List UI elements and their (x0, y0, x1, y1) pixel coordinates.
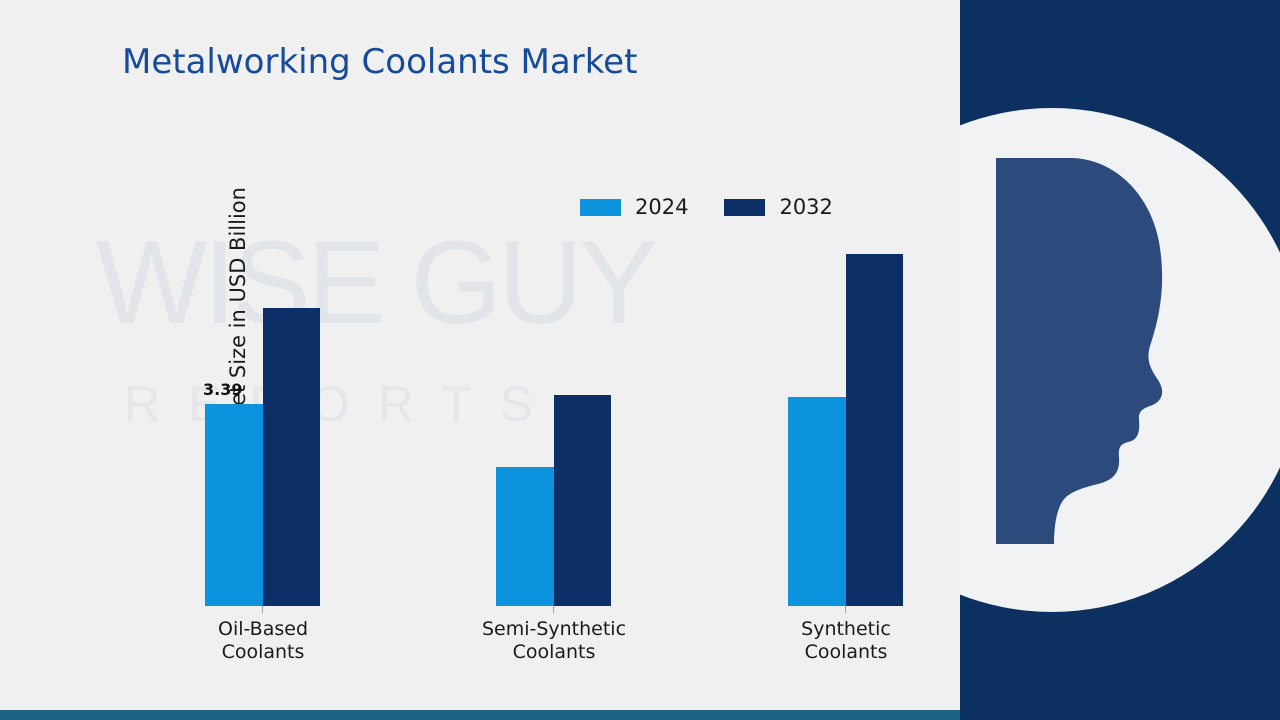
x-axis-label-oil-based: Oil-Based Coolants (153, 618, 373, 664)
bottom-accent-strip (0, 710, 960, 720)
x-axis-label-semi-synthetic-line2: Coolants (512, 641, 596, 663)
x-axis-label-synthetic: Synthetic Coolants (736, 618, 956, 664)
bar-2024-oil-based[interactable]: 3.39 (203, 380, 263, 606)
brand-panel: WISE GUY REPORTS (960, 0, 1280, 720)
chart-legend: 2024 2032 (580, 195, 833, 219)
plot-area: Market Size in USD Billion 2024 2032 3.3… (96, 150, 936, 670)
legend-label-2032: 2032 (779, 195, 833, 219)
page-title: Metalworking Coolants Market (122, 42, 638, 82)
bars-layer: 3.39 Oil-Based Coolants Semi-Synthetic C… (96, 150, 936, 663)
bar-group-semi-synthetic: Semi-Synthetic Coolants (482, 150, 626, 663)
legend-label-2024: 2024 (635, 195, 689, 219)
bar-2024-semi-synthetic[interactable] (496, 467, 554, 606)
legend-item-2032[interactable]: 2032 (724, 195, 833, 219)
x-axis-tick-semi-synthetic (553, 606, 554, 613)
bar-2032-synthetic[interactable] (846, 254, 903, 606)
bar-value-label-oil-based-2024: 3.39 (203, 380, 243, 399)
legend-swatch-2024 (580, 198, 621, 216)
x-axis-label-synthetic-line2: Coolants (804, 641, 888, 663)
legend-swatch-2032 (724, 198, 766, 216)
x-axis-tick-synthetic (845, 606, 846, 613)
legend-item-2024[interactable]: 2024 (580, 195, 688, 219)
bar-group-oil-based: 3.39 Oil-Based Coolants (203, 150, 321, 663)
bar-group-synthetic: Synthetic Coolants (788, 150, 904, 663)
bar-2024-synthetic[interactable] (788, 397, 846, 606)
head-profile-silhouette (996, 158, 1163, 544)
bar-2032-semi-synthetic[interactable] (554, 395, 611, 606)
x-axis-label-synthetic-line1: Synthetic (801, 618, 891, 640)
x-axis-tick-oil-based (262, 606, 263, 613)
bar-2032-oil-based[interactable] (263, 308, 320, 606)
x-axis-label-oil-based-line2: Coolants (221, 641, 305, 663)
x-axis-label-oil-based-line1: Oil-Based (217, 618, 309, 640)
x-axis-label-semi-synthetic-line1: Semi-Synthetic (481, 618, 627, 640)
x-axis-label-semi-synthetic: Semi-Synthetic Coolants (444, 618, 664, 664)
